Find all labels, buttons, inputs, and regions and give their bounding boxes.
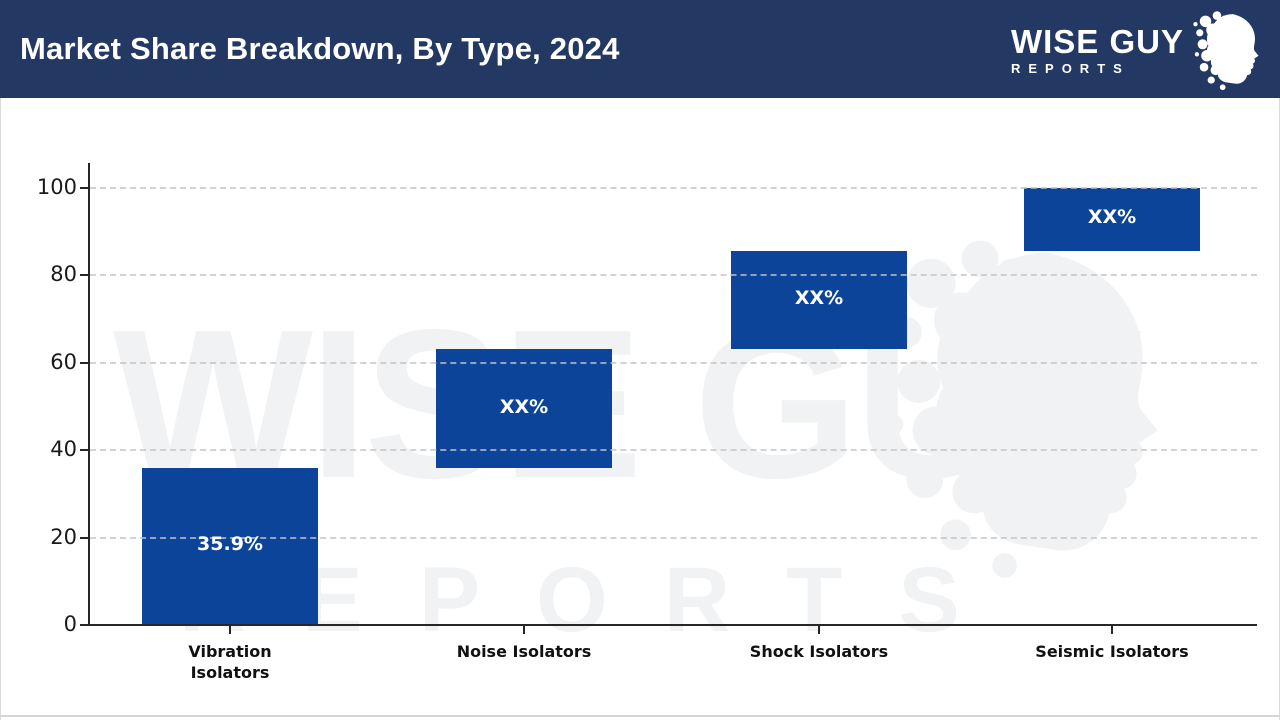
logo-text: WISE GUY REPORTS	[1010, 22, 1184, 76]
y-tick-label: 80	[50, 262, 77, 286]
bottom-divider	[0, 715, 1280, 717]
chart-title: Market Share Breakdown, By Type, 2024	[20, 31, 620, 66]
bar-value-label: 35.9%	[197, 533, 263, 556]
chart-canvas: WISE GUY REPORTS 0 20 40 60 80 100 35.9% Vibrat…	[0, 98, 1280, 720]
bar-segment-3	[731, 250, 907, 350]
bar-segment-2	[436, 349, 612, 468]
x-category-label: Shock Isolators	[749, 642, 889, 661]
bar-value-label: XX%	[1087, 206, 1137, 229]
y-tick-mark	[80, 449, 88, 451]
x-tick-mark	[523, 626, 525, 634]
watermark-face-profile-icon	[863, 222, 1183, 590]
y-tick-mark	[80, 361, 88, 364]
y-gridline	[90, 361, 1257, 364]
y-gridline	[90, 186, 1257, 189]
y-gridline	[90, 536, 1257, 539]
y-tick-label: 0	[63, 612, 77, 636]
x-axis-line	[88, 624, 1257, 626]
x-category-label: Noise Isolators	[456, 642, 592, 661]
y-tick-mark	[80, 274, 88, 276]
y-tick-mark	[80, 624, 88, 626]
y-tick-label: 60	[50, 349, 77, 374]
y-tick-label: 40	[50, 437, 77, 461]
x-tick-mark	[818, 626, 820, 634]
x-category-label: Seismic Isolators	[1035, 642, 1189, 661]
x-tick-mark	[229, 626, 231, 634]
y-tick-label: 100	[36, 174, 77, 199]
bar-value-label: XX%	[499, 395, 549, 418]
x-category-label: Vibration Isolators	[188, 642, 272, 682]
dotted-face-profile-icon	[1188, 7, 1266, 93]
logo-subtitle: REPORTS	[1010, 60, 1130, 76]
y-gridline	[90, 449, 1257, 451]
logo-wordmark: WISE GUY	[1010, 22, 1184, 60]
wise-guy-reports-logo: WISE GUY REPORTS	[1011, 6, 1266, 94]
y-axis-line	[88, 163, 90, 626]
y-tick-label: 20	[50, 524, 77, 549]
header-bar: Market Share Breakdown, By Type, 2024 WI…	[0, 0, 1280, 98]
x-tick-mark	[1111, 626, 1113, 634]
y-gridline	[90, 274, 1257, 276]
y-tick-mark	[80, 536, 88, 539]
bar-segment-1	[142, 467, 318, 625]
bar-segment-4	[1024, 187, 1200, 251]
bar-value-label: XX%	[794, 287, 844, 310]
y-tick-mark	[80, 186, 88, 189]
